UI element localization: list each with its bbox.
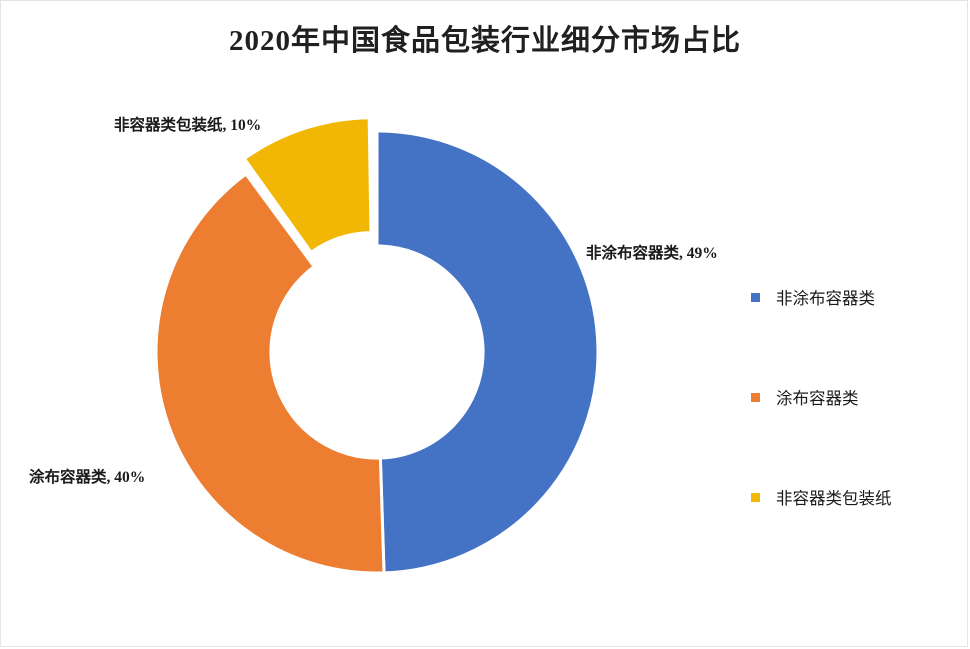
legend-swatch-icon-blue <box>751 292 760 302</box>
data-label-non-coated-container: 非涂布容器类, 49% <box>586 245 718 262</box>
legend-label-non-coated-container: 非涂布容器类 <box>776 289 875 308</box>
pie-slice-非涂布容器类[interactable] <box>375 129 600 575</box>
legend-swatch-icon-yellow <box>751 492 760 502</box>
chart-title: 2020年中国食品包装行业细分市场占比 <box>228 25 741 57</box>
donut-slices <box>154 116 600 575</box>
legend-label-coated-container: 涂布容器类 <box>776 389 859 408</box>
pie-slice-非容器类包装纸[interactable] <box>242 116 373 255</box>
data-label-coated-container: 涂布容器类, 40% <box>29 469 146 486</box>
data-label-non-container-paper: 非容器类包装纸, 10% <box>114 117 262 134</box>
legend-label-non-container-paper: 非容器类包装纸 <box>776 489 892 508</box>
pie-slice-涂布容器类[interactable] <box>154 171 386 575</box>
chart-legend: 非涂布容器类 涂布容器类 非容器类包装纸 <box>751 247 956 547</box>
legend-swatch-icon-orange <box>751 392 760 402</box>
legend-item-coated-container[interactable]: 涂布容器类 <box>751 347 956 447</box>
legend-item-non-container-paper[interactable]: 非容器类包装纸 <box>751 447 956 547</box>
legend-item-non-coated-container[interactable]: 非涂布容器类 <box>751 247 956 347</box>
